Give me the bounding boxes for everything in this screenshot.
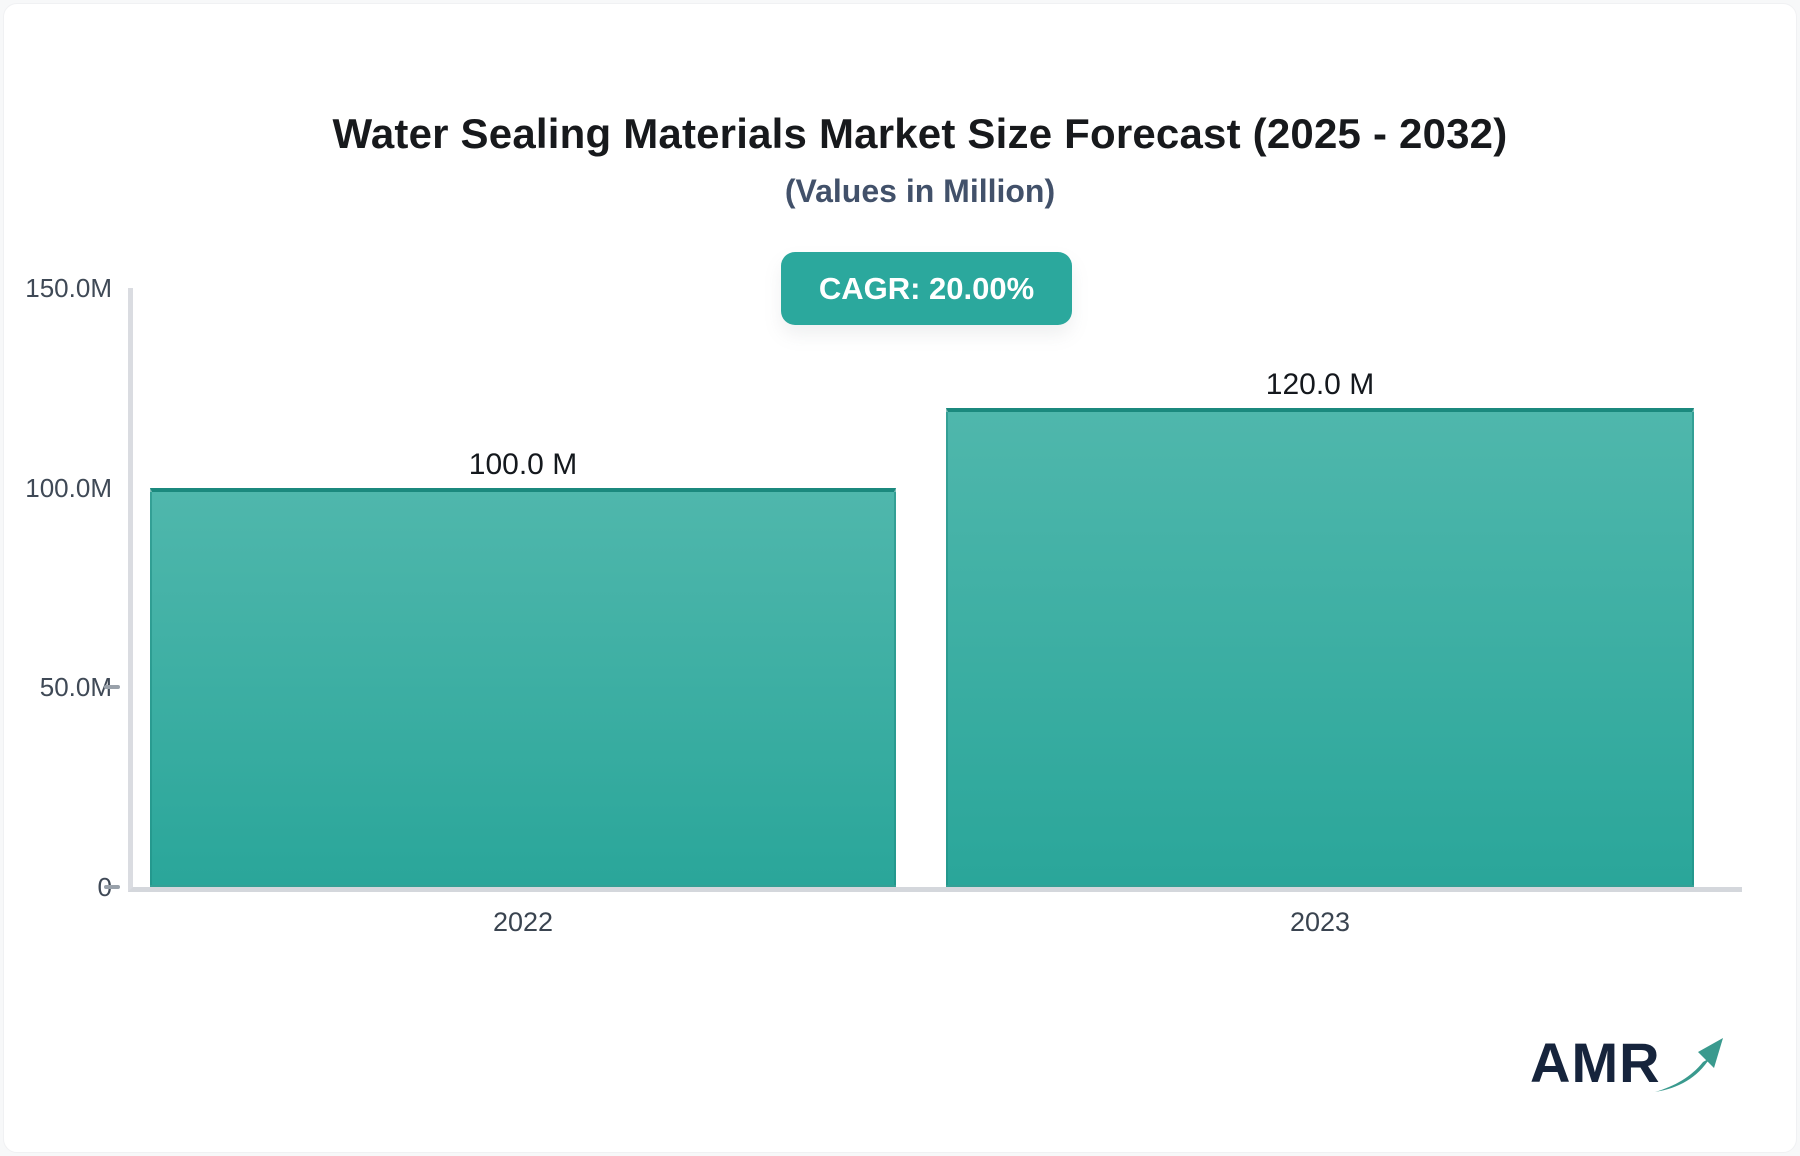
- amr-logo-text: AMR: [1530, 1031, 1661, 1094]
- cagr-badge: CAGR: 20.00%: [781, 252, 1072, 325]
- y-tick-label: 150.0M: [25, 273, 112, 303]
- growth-arrow-icon: [1654, 1038, 1723, 1092]
- chart-header: Water Sealing Materials Market Size Fore…: [70, 0, 1770, 210]
- y-tick-label: 0: [0, 871, 112, 903]
- y-tick-mark: [104, 885, 120, 889]
- chart-title: Water Sealing Materials Market Size Fore…: [332, 110, 1508, 157]
- bar-value-label-2023: 120.0 M: [1265, 368, 1375, 401]
- bar-2023: [946, 408, 1694, 887]
- amr-logo: AMR: [1530, 1032, 1727, 1098]
- x-tick-label-2023: 2023: [1289, 907, 1351, 937]
- y-tick-mark: [104, 685, 120, 690]
- bar-value-label-2022: 100.0 M: [468, 448, 578, 481]
- x-tick-label-2022: 2022: [492, 907, 554, 937]
- y-tick-label: 100.0M: [25, 472, 112, 503]
- chart-subtitle: (Values in Million): [784, 173, 1056, 209]
- y-tick-label: 50.0M: [39, 672, 112, 703]
- plot-area: [128, 288, 1742, 892]
- bar-2022: [150, 488, 896, 887]
